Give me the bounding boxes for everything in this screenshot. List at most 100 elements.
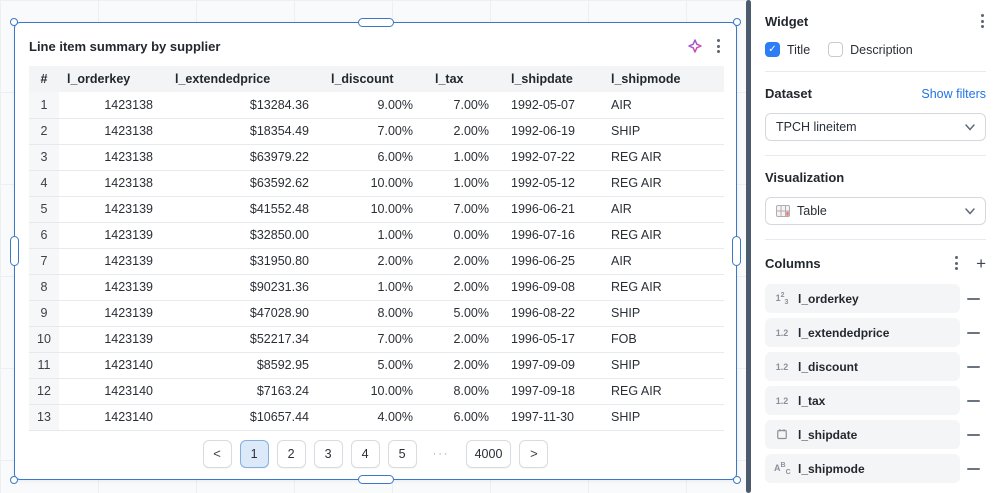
table-cell[interactable]: 7.00% <box>323 326 427 353</box>
table-cell[interactable]: $41552.48 <box>167 196 323 223</box>
table-cell[interactable]: 4.00% <box>323 404 427 431</box>
table-cell[interactable]: 1423140 <box>59 378 167 405</box>
table-cell[interactable]: 1997-09-18 <box>503 378 603 405</box>
row-index-cell[interactable]: 2 <box>29 118 59 145</box>
remove-column-button[interactable] <box>960 467 986 470</box>
table-cell[interactable]: $52217.34 <box>167 326 323 353</box>
column-header-index[interactable]: # <box>29 66 59 92</box>
table-cell[interactable]: 10.00% <box>323 170 427 197</box>
column-pill[interactable]: 1.2 l_discount <box>765 352 960 381</box>
table-cell[interactable]: 1996-09-08 <box>503 274 603 301</box>
table-cell[interactable]: REG AIR <box>603 170 724 197</box>
ai-sparkle-icon[interactable] <box>687 38 703 54</box>
row-index-cell[interactable]: 12 <box>29 378 59 405</box>
row-index-cell[interactable]: 8 <box>29 274 59 301</box>
remove-column-button[interactable] <box>960 365 986 368</box>
table-cell[interactable]: 7.00% <box>427 92 503 119</box>
table-cell[interactable]: 1423140 <box>59 352 167 379</box>
table-cell[interactable]: 6.00% <box>427 404 503 431</box>
table-cell[interactable]: $63592.62 <box>167 170 323 197</box>
row-index-cell[interactable]: 9 <box>29 300 59 327</box>
table-widget[interactable]: Line item summary by supplier <box>10 18 741 484</box>
table-cell[interactable]: 1996-06-21 <box>503 196 603 223</box>
table-cell[interactable]: REG AIR <box>603 274 724 301</box>
table-cell[interactable]: SHIP <box>603 300 724 327</box>
pagination-page-button[interactable]: 3 <box>313 439 343 468</box>
table-cell[interactable]: 1997-11-30 <box>503 404 603 431</box>
column-header-l_shipmode[interactable]: l_shipmode <box>603 66 724 92</box>
table-cell[interactable]: 1423139 <box>59 248 167 275</box>
resize-handle-right[interactable] <box>732 236 741 266</box>
table-cell[interactable]: 1423139 <box>59 300 167 327</box>
table-cell[interactable]: SHIP <box>603 352 724 379</box>
table-cell[interactable]: 9.00% <box>323 92 427 119</box>
table-cell[interactable]: $18354.49 <box>167 118 323 145</box>
table-cell[interactable]: $13284.36 <box>167 92 323 119</box>
table-cell[interactable]: REG AIR <box>603 378 724 405</box>
table-cell[interactable]: $8592.95 <box>167 352 323 379</box>
row-index-cell[interactable]: 4 <box>29 170 59 197</box>
table-cell[interactable]: 1997-09-09 <box>503 352 603 379</box>
column-header-l_extendedprice[interactable]: l_extendedprice <box>167 66 323 92</box>
table-cell[interactable]: 5.00% <box>427 300 503 327</box>
table-cell[interactable]: 5.00% <box>323 352 427 379</box>
table-cell[interactable]: $10657.44 <box>167 404 323 431</box>
description-checkbox[interactable]: Description <box>828 42 913 57</box>
table-cell[interactable]: AIR <box>603 248 724 275</box>
column-pill[interactable]: 1.2 l_extendedprice <box>765 318 960 347</box>
table-cell[interactable]: 8.00% <box>427 378 503 405</box>
resize-handle-bottom-right[interactable] <box>733 476 741 484</box>
table-cell[interactable]: REG AIR <box>603 222 724 249</box>
dashboard-canvas[interactable]: Line item summary by supplier <box>0 0 746 493</box>
table-cell[interactable]: 7.00% <box>427 196 503 223</box>
table-cell[interactable]: 1423138 <box>59 92 167 119</box>
table-cell[interactable]: AIR <box>603 92 724 119</box>
table-cell[interactable]: $90231.36 <box>167 274 323 301</box>
table-cell[interactable]: 1423138 <box>59 144 167 171</box>
add-column-icon[interactable]: + <box>976 253 986 273</box>
dataset-select[interactable]: TPCH lineitem <box>765 113 986 141</box>
column-header-l_discount[interactable]: l_discount <box>323 66 427 92</box>
table-cell[interactable]: $47028.90 <box>167 300 323 327</box>
row-index-cell[interactable]: 11 <box>29 352 59 379</box>
table-cell[interactable]: AIR <box>603 196 724 223</box>
pagination-page-button[interactable]: 4 <box>350 439 380 468</box>
resize-handle-top[interactable] <box>357 18 394 27</box>
table-cell[interactable]: 2.00% <box>427 274 503 301</box>
widget-kebab-menu-icon[interactable] <box>715 37 722 55</box>
row-index-cell[interactable]: 7 <box>29 248 59 275</box>
show-filters-link[interactable]: Show filters <box>921 86 986 101</box>
pagination-page-button[interactable]: 2 <box>276 439 306 468</box>
table-cell[interactable]: 2.00% <box>427 118 503 145</box>
table-cell[interactable]: SHIP <box>603 404 724 431</box>
table-cell[interactable]: 6.00% <box>323 144 427 171</box>
table-cell[interactable]: 1423138 <box>59 170 167 197</box>
row-index-cell[interactable]: 3 <box>29 144 59 171</box>
pagination-next-button[interactable]: > <box>519 439 549 468</box>
table-cell[interactable]: 1423139 <box>59 274 167 301</box>
visualization-select[interactable]: Table <box>765 197 986 225</box>
table-cell[interactable]: REG AIR <box>603 144 724 171</box>
table-cell[interactable]: 2.00% <box>427 326 503 353</box>
column-pill[interactable]: 123 l_orderkey <box>765 284 960 313</box>
widget-section-kebab-menu-icon[interactable] <box>979 12 986 30</box>
table-cell[interactable]: 1992-07-22 <box>503 144 603 171</box>
pagination-page-button[interactable]: 4000 <box>465 439 512 468</box>
table-cell[interactable]: 1996-08-22 <box>503 300 603 327</box>
row-index-cell[interactable]: 1 <box>29 92 59 119</box>
table-cell[interactable]: $7163.24 <box>167 378 323 405</box>
row-index-cell[interactable]: 10 <box>29 326 59 353</box>
panel-resize-divider[interactable] <box>746 0 751 493</box>
table-cell[interactable]: 8.00% <box>323 300 427 327</box>
resize-handle-left[interactable] <box>10 236 19 266</box>
table-cell[interactable]: $63979.22 <box>167 144 323 171</box>
column-pill[interactable]: ABC l_shipmode <box>765 454 960 483</box>
resize-handle-bottom[interactable] <box>357 475 394 484</box>
column-header-l_tax[interactable]: l_tax <box>427 66 503 92</box>
table-cell[interactable]: 1.00% <box>323 222 427 249</box>
table-cell[interactable]: 0.00% <box>427 222 503 249</box>
pagination-page-button[interactable]: 1 <box>239 439 269 468</box>
table-cell[interactable]: 1.00% <box>427 170 503 197</box>
pagination-page-button[interactable]: 5 <box>387 439 417 468</box>
table-cell[interactable]: 1992-06-19 <box>503 118 603 145</box>
